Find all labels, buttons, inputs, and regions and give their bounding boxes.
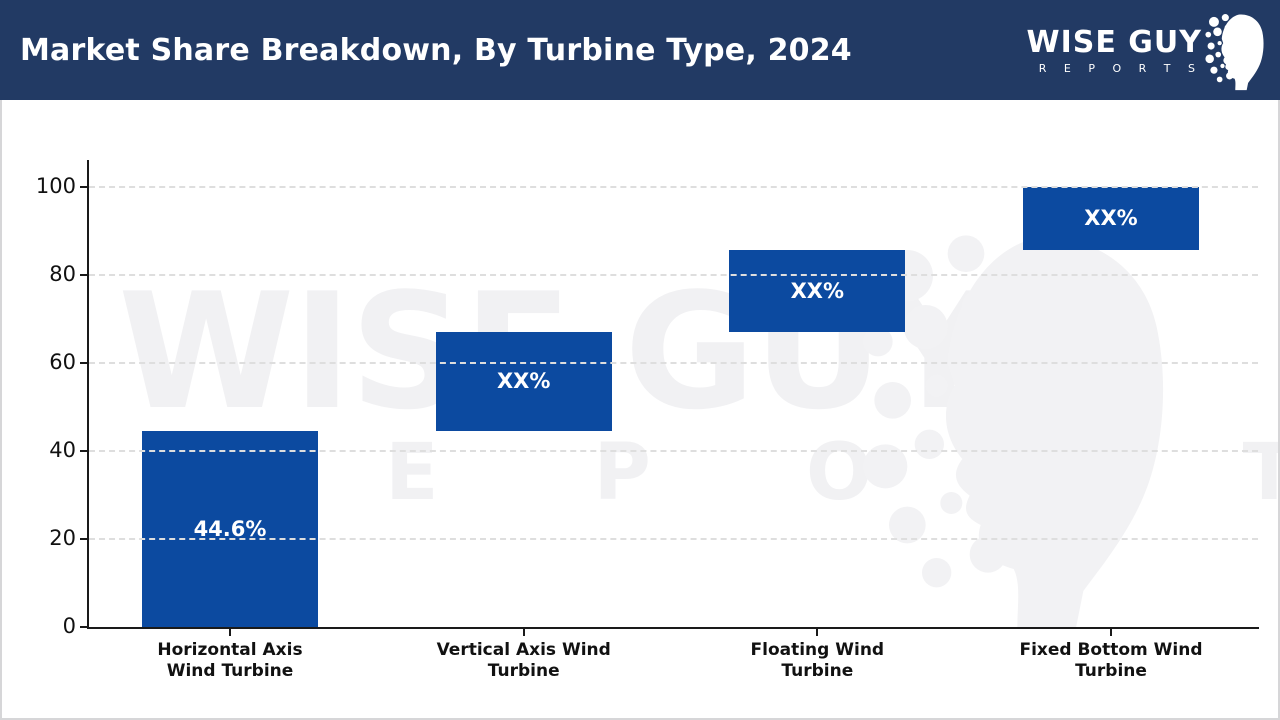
y-axis-tick-0 [80,626,88,628]
bar-segment [729,249,906,333]
y-axis-tick-40 [80,450,88,452]
y-axis-tick-label: 0 [62,614,76,638]
category-label: Floating Wind Turbine [697,640,937,682]
y-axis-tick-label: 100 [35,174,76,198]
bar-segment [1023,187,1199,250]
y-axis-tick-label: 40 [49,438,76,462]
bar-value-label: 44.6% [193,516,267,541]
category-label: Vertical Axis Wind Turbine [404,640,644,682]
brand-logo: WISE GUY R E P O R T S [1026,8,1268,94]
page-title: Market Share Breakdown, By Turbine Type,… [20,32,852,68]
x-axis-tick [1110,629,1112,636]
watermark-dotted-head-icon [863,235,1164,628]
brand-subtitle: R E P O R T S [1038,61,1202,75]
brand-name: WISE GUY [1026,24,1202,60]
category-label-line: Horizontal Axis [157,640,303,660]
bar-segment [435,332,612,431]
gridline-y-80 [89,274,1258,276]
x-axis-line [87,627,1259,629]
category-label: Horizontal Axis Wind Turbine [110,640,350,682]
header-bar: Market Share Breakdown, By Turbine Type,… [0,0,1280,100]
bar-segment [142,430,318,627]
category-label-line: Vertical Axis Wind [436,640,611,660]
x-axis-tick [229,629,231,636]
y-axis-line [87,160,89,629]
y-axis-tick-label: 60 [49,350,76,374]
category-label-line: Turbine [781,661,854,681]
brand-logo-text: WISE GUY R E P O R T S [1026,24,1202,75]
gridline-y-40 [89,450,1258,452]
gridline-y-20 [89,538,1258,540]
y-axis-tick-label: 20 [49,526,76,550]
y-axis-tick-label: 80 [49,262,76,286]
category-label-line: Floating Wind [750,640,885,660]
bar-value-label: XX% [790,279,845,304]
y-axis-tick-60 [80,362,88,364]
gridline-y-60 [89,362,1258,364]
category-label: Fixed Bottom Wind Turbine [991,640,1231,682]
category-label-line: Fixed Bottom Wind [1019,640,1203,660]
category-label-line: Turbine [1075,661,1147,681]
bar-value-label: XX% [496,369,551,394]
gridline-y-100 [89,186,1258,188]
category-label-line: Turbine [487,661,560,681]
x-axis-tick [522,629,525,636]
y-axis-tick-100 [80,186,88,188]
x-axis-tick [816,629,819,636]
category-label-line: Wind Turbine [166,661,294,681]
bar-value-label: XX% [1084,206,1138,231]
y-axis-tick-80 [80,274,88,276]
y-axis-tick-20 [80,538,88,540]
dotted-head-icon [1205,14,1264,91]
